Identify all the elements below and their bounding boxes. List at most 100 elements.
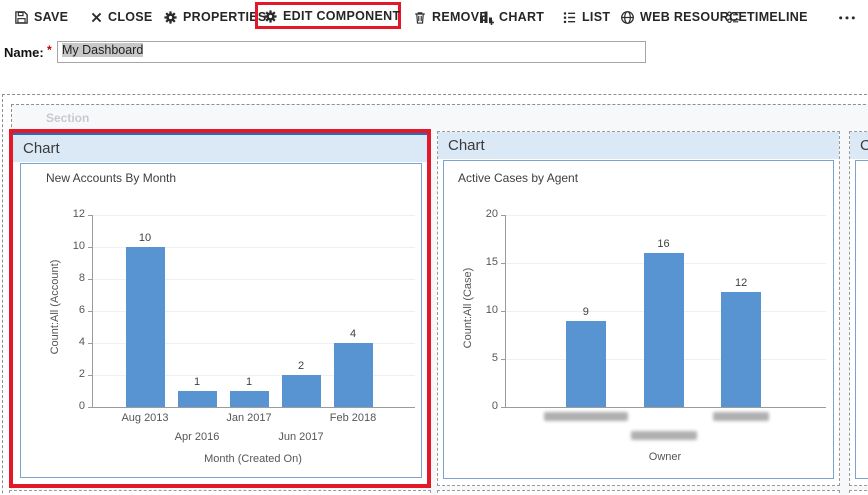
- y-tick-mark: [88, 342, 92, 344]
- x-category-label: Jan 2017: [226, 412, 272, 424]
- chart-component-3[interactable]: Chart: [849, 131, 868, 486]
- dashboard-canvas: [2, 94, 868, 495]
- bar-value-label: 4: [349, 328, 357, 340]
- y-gridline: [93, 214, 415, 216]
- y-tick-label: 2: [78, 368, 85, 380]
- timeline-button-label: TIMELINE: [747, 10, 808, 24]
- y-tick-label: 0: [78, 400, 85, 412]
- y-tick-label: 6: [78, 304, 85, 316]
- remove-button[interactable]: REMOVE: [413, 8, 488, 26]
- chart-widget-1[interactable]: New Accounts By Month Count:All (Account…: [20, 163, 422, 478]
- y-tick-label: 10: [72, 240, 85, 252]
- properties-button-label: PROPERTIES: [183, 10, 267, 24]
- properties-button[interactable]: PROPERTIES: [163, 8, 267, 26]
- y-gridline: [93, 278, 415, 280]
- list-icon: [562, 10, 577, 25]
- bar-value-label: 9: [582, 305, 589, 318]
- y-tick-mark: [88, 246, 92, 248]
- y-gridline: [93, 310, 415, 312]
- y-tick-mark: [88, 374, 92, 376]
- y-tick-mark: [501, 310, 505, 312]
- chart-1-plot-area: 0 2 4 6 8 10 12 10 Aug 2013 1 Apr 2016 1 Jan 2017 2 Ju…: [73, 208, 415, 443]
- dashboard-name-input[interactable]: My Dashboard: [57, 41, 646, 63]
- edit-component-button[interactable]: EDIT COMPONENT: [263, 7, 400, 25]
- chart-2-plot-area: 0 5 10 15 20 9 16 12: [486, 208, 826, 440]
- y-tick-label: 4: [78, 336, 85, 348]
- chart-1-title: New Accounts By Month: [46, 171, 177, 185]
- bar[interactable]: [125, 247, 165, 407]
- y-tick-mark: [501, 406, 505, 408]
- section-label: Section: [46, 111, 90, 125]
- bar-value-label: 1: [245, 376, 253, 388]
- y-tick-mark: [88, 214, 92, 216]
- y-tick-mark: [501, 358, 505, 360]
- x-category-label-blurred: [713, 412, 770, 421]
- y-gridline: [93, 374, 415, 376]
- bar-value-label: 1: [193, 376, 201, 388]
- next-row-component-stub: [437, 490, 840, 495]
- bar[interactable]: [333, 343, 373, 407]
- y-tick-label: 0: [491, 400, 498, 412]
- y-gridline: [506, 214, 826, 216]
- web-resource-button[interactable]: WEB RESOURCE: [620, 8, 747, 26]
- timeline-button[interactable]: TIMELINE: [726, 8, 808, 26]
- next-row-component-stub: [9, 490, 431, 495]
- ellipsis-icon: [838, 10, 856, 24]
- x-category-label: Jun 2017: [278, 431, 324, 443]
- chart-component-3-header-label: Chart: [860, 137, 868, 154]
- chart-icon: [478, 9, 494, 25]
- gear-icon: [163, 10, 178, 25]
- bar-value-label: 12: [735, 276, 748, 289]
- bar[interactable]: [565, 320, 606, 407]
- x-category-label-blurred: [543, 412, 628, 421]
- web-resource-button-label: WEB RESOURCE: [640, 10, 748, 24]
- timeline-icon: [726, 10, 742, 25]
- next-row-component-stub: [849, 490, 868, 495]
- chart-2-title: Active Cases by Agent: [458, 171, 579, 185]
- chart-widget-2[interactable]: Active Cases by Agent Count:All (Case) 0…: [443, 160, 834, 479]
- chart-component-2-header-label: Chart: [448, 137, 485, 154]
- chart-button-label: CHART: [499, 10, 545, 24]
- y-tick-label: 8: [78, 272, 85, 284]
- y-tick-label: 20: [485, 208, 498, 220]
- chart-widget-3[interactable]: [855, 160, 868, 479]
- y-gridline: [93, 342, 415, 344]
- edit-component-highlight-box: [255, 2, 401, 29]
- bar[interactable]: [229, 391, 269, 407]
- chart-2-x-axis-title: Owner: [648, 451, 682, 463]
- list-button[interactable]: LIST: [562, 8, 610, 26]
- dashboard-name-value: My Dashboard: [62, 43, 144, 57]
- globe-icon: [620, 10, 635, 25]
- close-button-label: CLOSE: [108, 10, 153, 24]
- bar[interactable]: [721, 291, 762, 407]
- chart-component-1-header-label: Chart: [23, 140, 60, 157]
- bar[interactable]: [281, 375, 321, 407]
- name-field-label: Name:: [4, 45, 44, 60]
- required-asterisk: *: [47, 43, 52, 57]
- bar[interactable]: [177, 391, 217, 407]
- more-commands-button[interactable]: [838, 8, 856, 26]
- x-category-label: Aug 2013: [121, 412, 169, 424]
- chart-component-2[interactable]: Chart Active Cases by Agent Count:All (C…: [437, 131, 840, 486]
- bar-value-label: 2: [297, 360, 305, 372]
- close-button[interactable]: CLOSE: [90, 8, 153, 26]
- bar[interactable]: [643, 253, 684, 407]
- remove-button-label: REMOVE: [432, 10, 488, 24]
- y-tick-mark: [501, 262, 505, 264]
- save-button[interactable]: SAVE: [14, 8, 68, 26]
- x-category-label-blurred: [630, 431, 697, 440]
- y-gridline: [93, 246, 415, 248]
- y-tick-label: 5: [491, 352, 498, 364]
- chart-button[interactable]: CHART: [478, 8, 544, 26]
- save-button-label: SAVE: [34, 10, 69, 24]
- x-category-label: Feb 2018: [329, 412, 377, 424]
- y-tick-label: 12: [72, 208, 85, 220]
- chart-component-2-header[interactable]: Chart: [438, 132, 839, 159]
- chart-component-1-header[interactable]: Chart: [13, 135, 427, 162]
- chart-component-1[interactable]: Chart New Accounts By Month Count:All (A…: [9, 129, 431, 488]
- trash-icon: [413, 10, 427, 25]
- x-category-label: Apr 2016: [174, 431, 220, 443]
- chart-component-3-header[interactable]: Chart: [850, 132, 868, 159]
- edit-component-button-label: EDIT COMPONENT: [283, 9, 401, 23]
